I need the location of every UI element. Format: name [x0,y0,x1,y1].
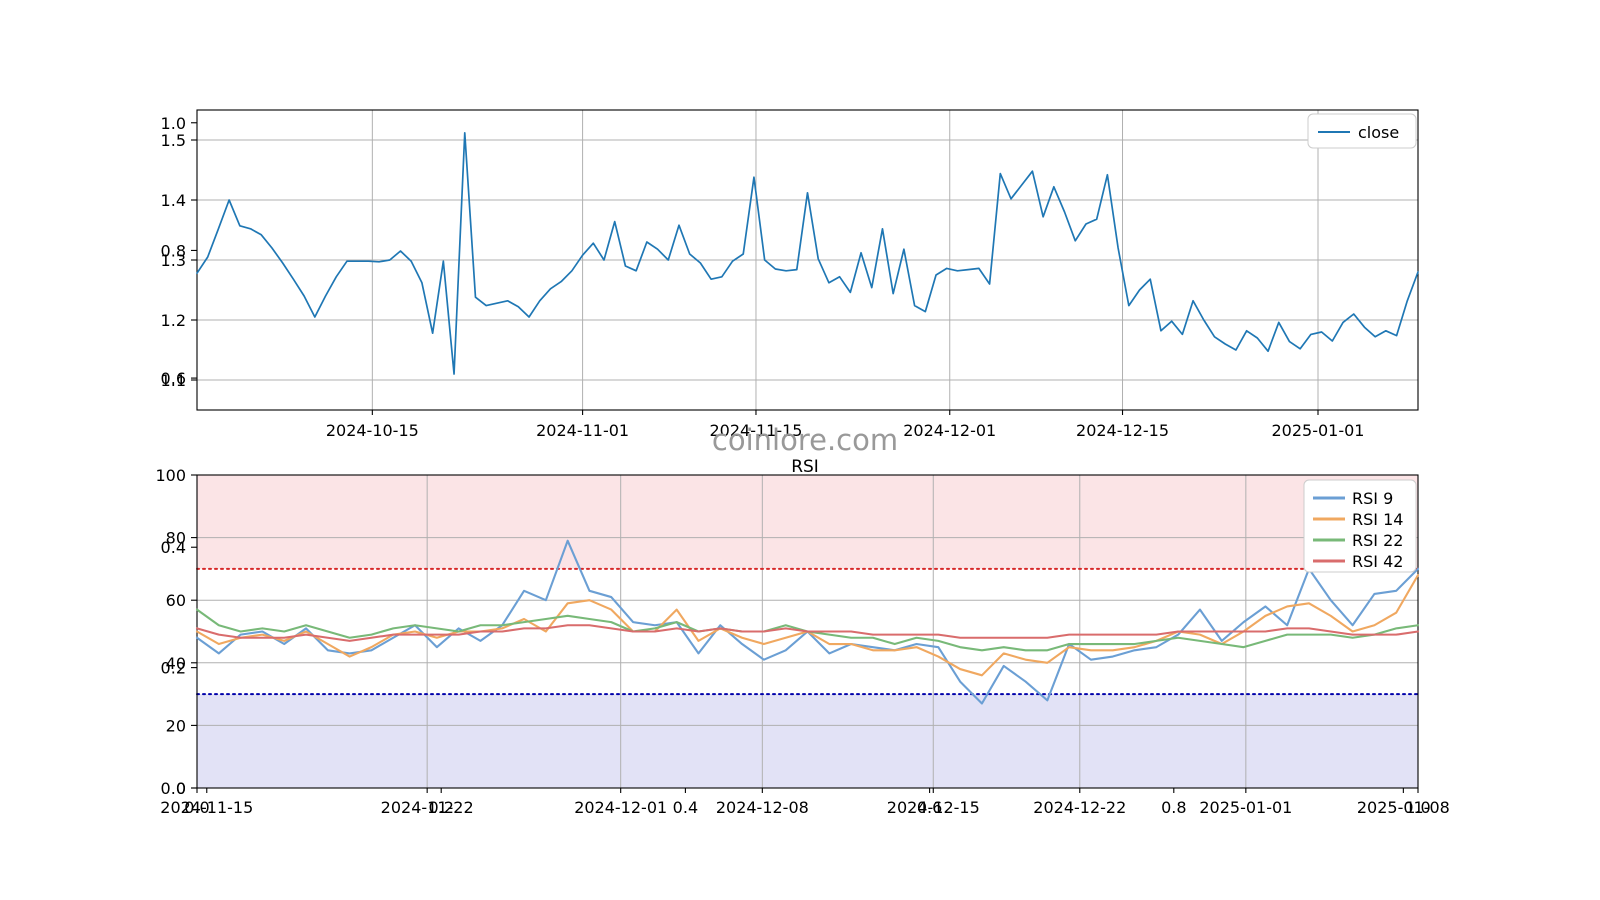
rsi-y-tick-label-primary: 60 [166,591,186,610]
rsi-x-tick-label-secondary: 0.8 [1161,798,1186,817]
rsi-gridlines [197,475,1418,788]
watermark-text: coinlore.com [712,423,898,457]
price-x-tick-label: 2025-01-01 [1272,421,1365,440]
price-gridlines [197,110,1418,410]
rsi-x-tick-label-secondary: 0.2 [428,798,453,817]
rsi-tick-marks [191,474,1419,793]
price-y-tick-label-primary: 0.8 [161,241,186,260]
rsi-legend-label: RSI 14 [1352,510,1403,529]
rsi-x-tick-label: 2024-12-01 [574,798,667,817]
price-legend[interactable]: close [1307,113,1417,149]
price-x-axis-labels: 2024-10-15 2024-11-01 2024-11-15 2024-12-01… [326,421,1365,440]
price-series-group [196,131,1419,375]
rsi-x-tick-label-secondary: 1.0 [1405,798,1430,817]
price-y-tick-label-secondary: 1.1 [161,371,186,390]
price-y-tick-label-secondary: 1.4 [161,191,186,210]
rsi-x-tick-label: 2025-01-08 [1357,798,1450,817]
price-tick-marks [191,122,1319,415]
rsi-band-0-30 [197,694,1418,788]
price-y-tick-label-primary: 0.6 [161,369,186,388]
rsi-legend-label: RSI 22 [1352,531,1403,550]
price-y-tick-label-secondary: 1.3 [161,251,186,270]
rsi-y-tick-label-secondary: 0.4 [161,538,186,557]
rsi-x-tick-label-secondary: 0.4 [673,798,698,817]
price-y-axis-labels-secondary: 1.5 1.4 1.3 1.2 1.1 [161,131,186,390]
price-x-tick-label: 2024-11-01 [536,421,629,440]
rsi-y-tick-label-primary: 20 [166,716,186,735]
rsi-chart-panel: RSI 100 80 60 40 20 0 0.4 0.2 0.0 2024-11-15 202… [0,440,1600,900]
rsi-series-RSI-14 [195,574,1420,677]
rsi-y-tick-label-primary: 80 [166,529,186,548]
rsi-x-tick-label: 2024-12-22 [1033,798,1126,817]
rsi-x-tick-label: 2024-12-08 [716,798,809,817]
rsi-series-group [195,539,1420,705]
rsi-y-tick-label-primary: 100 [155,466,186,485]
rsi-legend-label: RSI 42 [1352,552,1403,571]
rsi-x-tick-label-secondary: 0.0 [184,798,209,817]
rsi-legend[interactable]: RSI 9 RSI 14 RSI 22 RSI 42 [1303,479,1417,573]
rsi-y-tick-label-secondary: 0.2 [161,659,186,678]
price-x-tick-label: 2024-11-15 [709,421,802,440]
price-x-tick-label: 2024-10-15 [326,421,419,440]
watermark-svg: coinlore.com [712,423,898,457]
price-x-tick-label: 2024-12-15 [1076,421,1169,440]
price-legend-box[interactable] [1307,113,1417,149]
rsi-y-tick-label-primary: 40 [166,654,186,673]
price-chart-panel: 1.0 0.8 0.6 1.5 1.4 1.3 1.2 1.1 2024-10-15 2024… [161,109,1419,440]
price-y-tick-label-secondary: 1.5 [161,131,186,150]
rsi-threshold-lines [196,567,1419,696]
rsi-y-tick-label-primary: 0 [176,779,186,798]
price-series-close [196,131,1419,375]
rsi-legend-label: RSI 9 [1352,489,1393,508]
rsi-y-axis-labels-secondary: 0.4 0.2 0.0 [161,538,186,798]
price-legend-label: close [1358,123,1399,142]
rsi-chart-title: RSI [791,457,819,477]
rsi-y-tick-label-secondary: 0.0 [161,779,186,798]
rsi-x-tick-label: 2024-12-15 [887,798,980,817]
price-x-tick-label: 2024-12-01 [903,421,996,440]
rsi-x-tick-label: 2025-01-01 [1199,798,1292,817]
price-y-tick-label-primary: 1.0 [161,114,186,133]
rsi-zone-bands [197,475,1418,788]
rsi-x-tick-label-secondary: 0.6 [917,798,942,817]
rsi-x-tick-label: 2024-11-15 [160,798,253,817]
price-y-axis-labels-primary: 1.0 0.8 0.6 [161,114,186,388]
rsi-y-axis-labels-primary: 100 80 60 40 20 0 [155,466,186,798]
rsi-band-70-100 [197,475,1418,569]
rsi-x-axis-labels-secondary: 0.0 0.2 0.4 0.6 0.8 1.0 [184,798,1430,817]
price-y-tick-label-secondary: 1.2 [161,311,186,330]
rsi-legend-box[interactable] [1303,479,1417,573]
rsi-series-RSI-42 [195,624,1420,642]
rsi-x-axis-labels: 2024-11-15 2024-11-22 2024-12-01 2024-12-08… [160,798,1450,817]
watermark-layer: coinlore.com [712,423,898,457]
rsi-x-tick-label: 2024-11-22 [381,798,474,817]
price-chart-svg: 1.00.80.6 1.51.41.31.21.1 2024-10-15 2024… [161,109,1419,440]
